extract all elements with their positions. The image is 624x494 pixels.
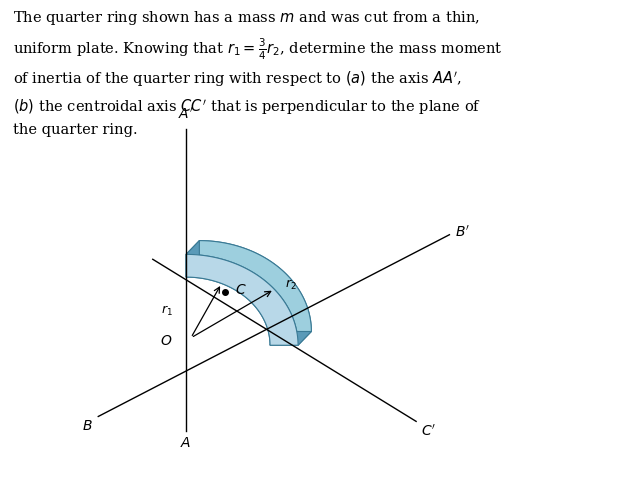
Polygon shape xyxy=(186,263,283,345)
Text: $r_1$: $r_1$ xyxy=(161,304,173,318)
Text: $O$: $O$ xyxy=(160,334,173,348)
Text: $A'$: $A'$ xyxy=(178,107,194,122)
Polygon shape xyxy=(186,254,298,345)
Polygon shape xyxy=(186,241,200,277)
Text: $C$: $C$ xyxy=(235,283,246,297)
Text: $C'$: $C'$ xyxy=(421,424,436,439)
Text: $B$: $B$ xyxy=(82,419,92,433)
Polygon shape xyxy=(200,241,311,331)
Polygon shape xyxy=(186,241,311,345)
Text: The quarter ring shown has a mass $m$ and was cut from a thin,
uniform plate. Kn: The quarter ring shown has a mass $m$ an… xyxy=(14,9,503,137)
Polygon shape xyxy=(270,331,311,345)
Text: $B'$: $B'$ xyxy=(456,225,470,240)
Text: $A$: $A$ xyxy=(180,436,192,450)
Text: $r_2$: $r_2$ xyxy=(285,278,297,292)
